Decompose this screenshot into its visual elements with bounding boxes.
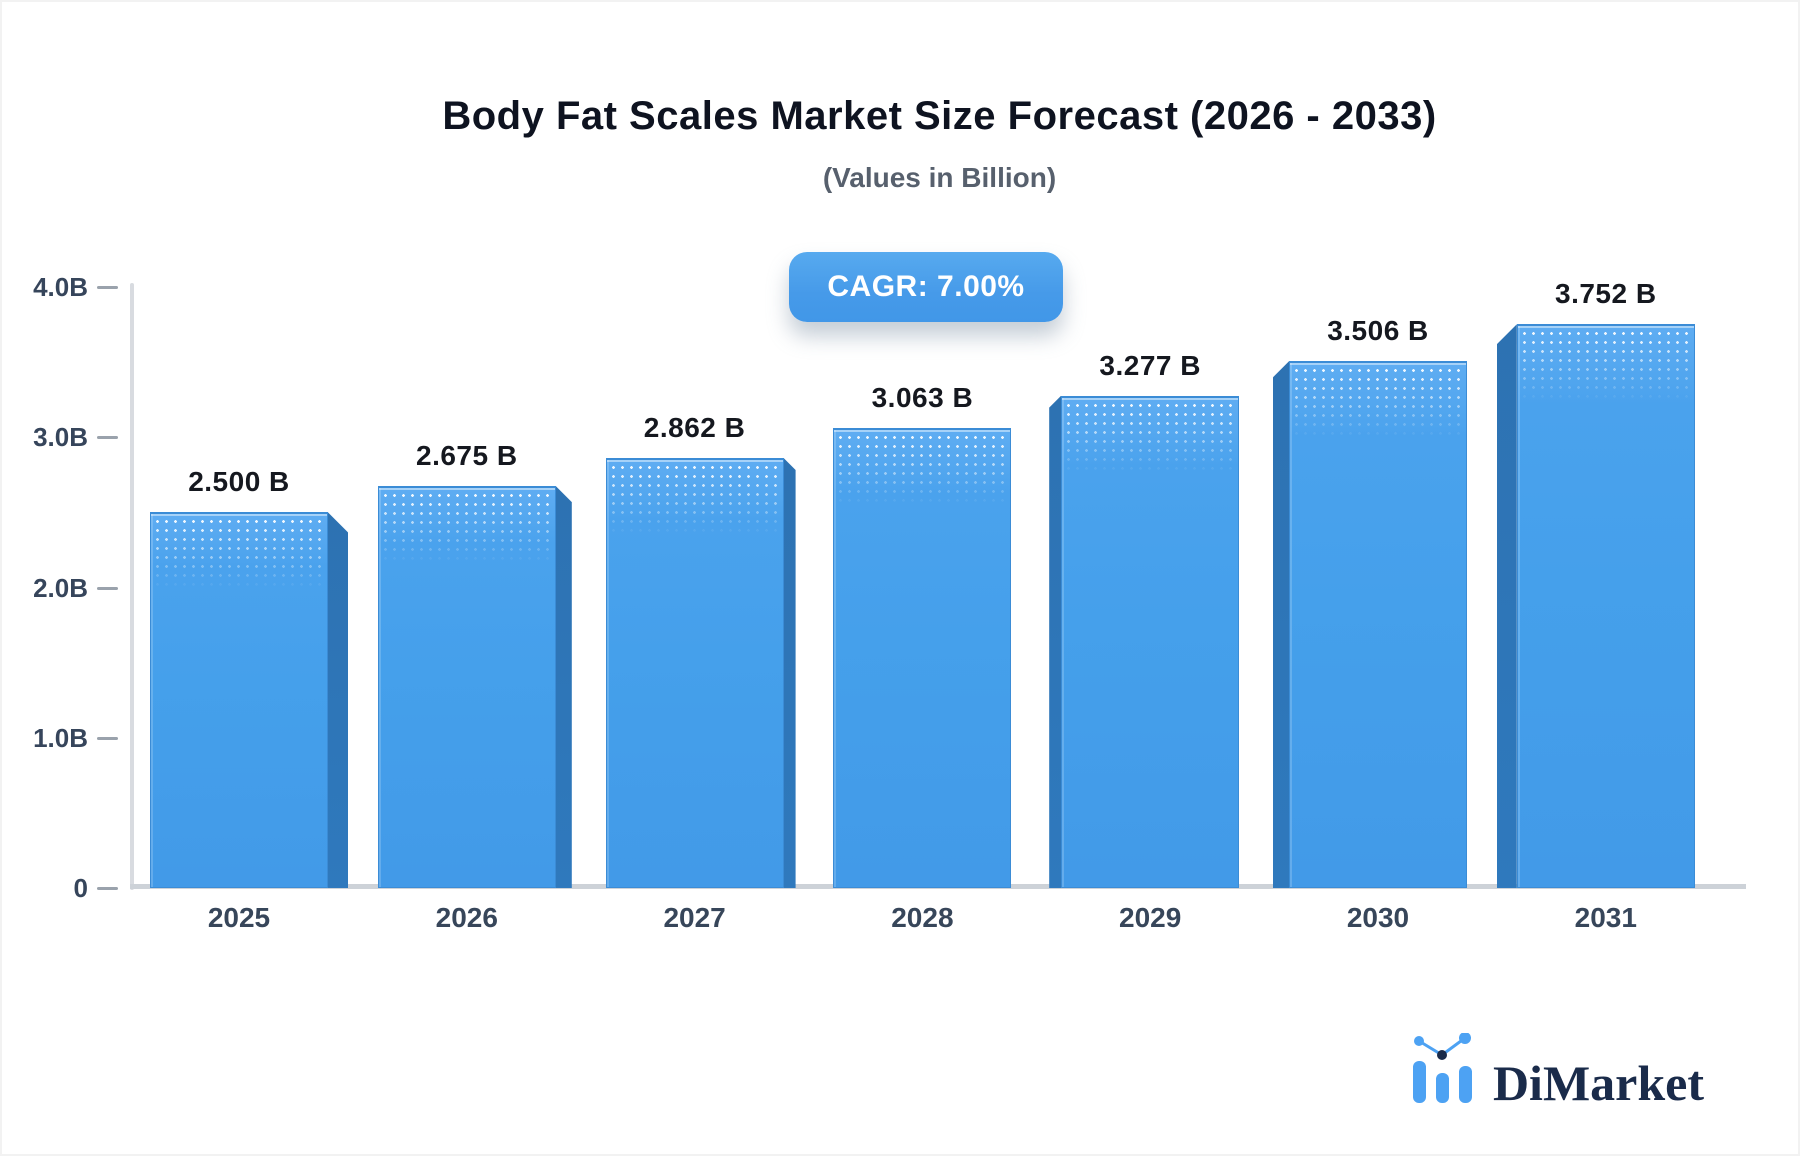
brand-logo: DiMarket: [1411, 1032, 1704, 1111]
bar-front-face: [833, 427, 1012, 888]
x-axis-category-label: 2025: [207, 902, 271, 933]
bar-top-texture: [608, 462, 781, 535]
bar-front-face: [605, 457, 784, 888]
bar[interactable]: [150, 512, 348, 888]
y-axis-line: [130, 283, 134, 890]
y-tick-label: 3.0B: [33, 422, 88, 453]
x-axis-category-label: 2031: [1574, 902, 1637, 933]
brand-name: DiMarket: [1492, 1055, 1704, 1111]
y-tick-label: 0: [73, 873, 88, 903]
bar[interactable]: [605, 457, 796, 888]
bar-front-face: [1061, 395, 1240, 888]
chart-title: Body Fat Scales Market Size Forecast (20…: [442, 94, 1437, 138]
x-axis-category-label: 2027: [663, 902, 726, 933]
bar-side-face: [1273, 361, 1289, 888]
bar-side-face: [555, 486, 572, 888]
bar-value-label: 2.862 B: [643, 411, 746, 443]
x-axis-category-label: 2030: [1346, 902, 1410, 933]
bar[interactable]: [1496, 324, 1695, 888]
bar-front-face: [150, 512, 328, 888]
bar-side-face: [328, 512, 348, 888]
bar-front-face: [1516, 324, 1695, 888]
bar-side-face: [1049, 395, 1062, 888]
bar[interactable]: [377, 486, 572, 888]
y-tick-mark: [97, 436, 118, 440]
bar-front-face: [1289, 361, 1467, 888]
bar-top-texture: [153, 517, 325, 590]
y-tick-label: 1.0B: [33, 722, 88, 753]
x-axis-category-label: 2028: [891, 902, 954, 933]
bar-top-texture: [1064, 400, 1237, 473]
bar-value-label: 2.675 B: [416, 440, 518, 472]
y-tick-mark: [97, 887, 118, 890]
y-tick-label: 2.0B: [33, 572, 88, 603]
bar-top-texture: [1519, 329, 1692, 402]
chart-subtitle: (Values in Billion): [822, 162, 1057, 193]
bar-top-texture: [380, 491, 553, 564]
bar-top-texture: [1292, 366, 1464, 439]
bar-value-label: 3.506 B: [1327, 315, 1429, 347]
bar-value-label: 3.063 B: [871, 381, 974, 413]
bar-value-label: 3.752 B: [1555, 278, 1657, 310]
bar-front-face: [377, 486, 556, 888]
y-tick-mark: [97, 286, 118, 289]
bar-value-label: 2.500 B: [188, 466, 290, 498]
bar-value-label: 3.277 B: [1099, 349, 1201, 381]
y-tick-label: 4.0B: [33, 272, 88, 302]
x-axis-category-label: 2026: [435, 902, 498, 933]
y-tick-mark: [97, 736, 118, 740]
bar[interactable]: [1049, 395, 1240, 888]
bar-side-face: [1496, 324, 1517, 888]
x-axis-category-label: 2029: [1119, 902, 1182, 933]
bar-side-face: [783, 457, 796, 888]
y-tick-mark: [97, 586, 118, 590]
bar-top-texture: [836, 432, 1009, 505]
bar[interactable]: [833, 427, 1012, 888]
bar[interactable]: [1273, 361, 1467, 888]
bar-sparkline-icon: [1411, 1032, 1477, 1108]
cagr-badge: CAGR: 7.00%: [789, 252, 1063, 322]
cagr-badge-label: CAGR: 7.00%: [827, 270, 1025, 303]
